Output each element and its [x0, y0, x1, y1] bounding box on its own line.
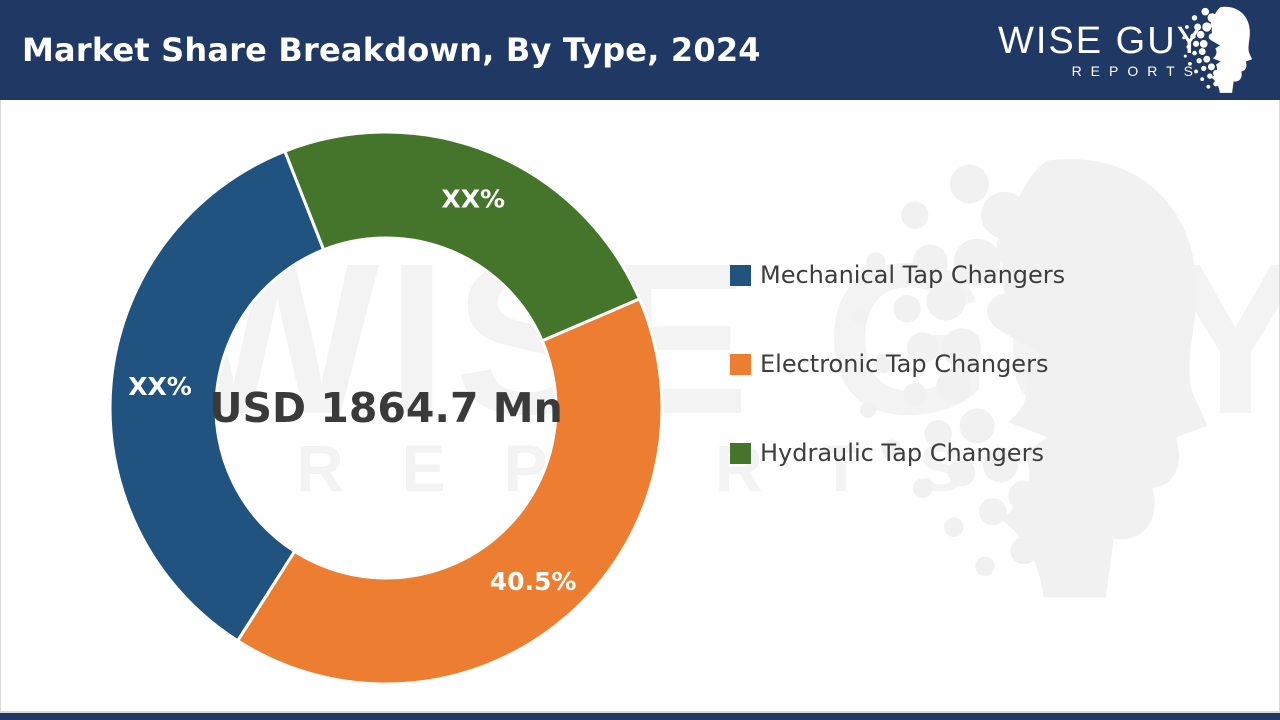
legend-item-label: Hydraulic Tap Changers [760, 439, 1044, 467]
legend-item: Mechanical Tap Changers [730, 260, 1065, 290]
footer-bar [0, 713, 1280, 720]
donut-center-value: USD 1864.7 Mn [209, 384, 563, 432]
donut-segment-1 [108, 149, 326, 643]
header: Market Share Breakdown, By Type, 2024 WI… [0, 0, 1280, 100]
legend-swatch-icon [730, 353, 751, 375]
legend-item: Hydraulic Tap Changers [730, 438, 1065, 468]
slice-label: XX% [441, 184, 505, 213]
wise-guy-logo: WISE GUY REPORTS [998, 0, 1266, 100]
logo-text: WISE GUY REPORTS [998, 22, 1204, 79]
donut-chart: XX% 40.5% XX% [108, 130, 664, 686]
page-title: Market Share Breakdown, By Type, 2024 [22, 31, 761, 69]
legend-item: Electronic Tap Changers [730, 349, 1065, 379]
donut-segment-2 [236, 297, 664, 686]
logo-primary-text: WISE GUY [997, 19, 1204, 62]
chart-legend: Mechanical Tap Changers Electronic Tap Ch… [730, 260, 1065, 468]
logo-secondary-text: REPORTS [1071, 62, 1202, 79]
footer-divider [0, 711, 1280, 713]
donut-segment-3 [283, 130, 641, 343]
legend-swatch-icon [730, 264, 751, 286]
legend-item-label: Electronic Tap Changers [760, 350, 1049, 378]
slice-label: 40.5% [490, 567, 577, 596]
chart-area: WISE GUY REPORTS XX% 40.5% XX% USD 1864.7 … [0, 100, 1280, 713]
slice-label: XX% [128, 372, 192, 401]
legend-swatch-icon [730, 442, 751, 464]
legend-item-label: Mechanical Tap Changers [760, 261, 1066, 289]
